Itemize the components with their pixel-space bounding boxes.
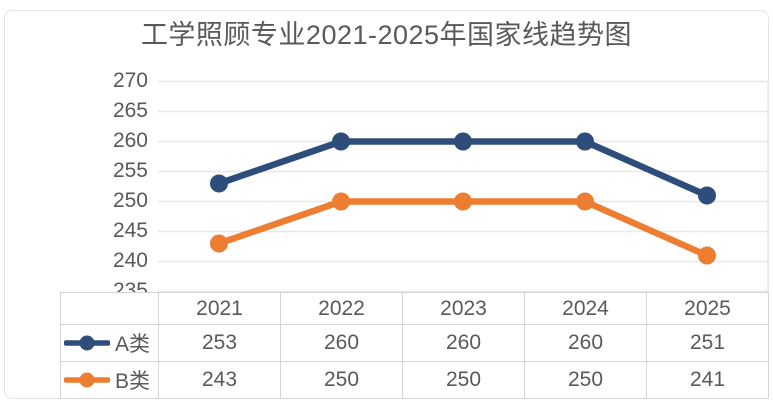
table-row-series-b: B类 243 250 250 250 241 bbox=[60, 361, 769, 399]
data-point bbox=[332, 192, 350, 211]
y-axis-tick-label: 240 bbox=[112, 249, 148, 272]
y-axis-tick-label: 245 bbox=[112, 219, 148, 242]
value-cell: 250 bbox=[280, 361, 403, 399]
data-point bbox=[698, 246, 716, 265]
year-header: 2025 bbox=[646, 292, 769, 325]
value-cell: 260 bbox=[524, 324, 647, 362]
value-cell: 251 bbox=[646, 324, 769, 362]
series-a-marker-icon bbox=[63, 334, 111, 352]
y-axis-tick-label: 250 bbox=[112, 189, 148, 212]
value-cell: 260 bbox=[402, 324, 525, 362]
y-axis-tick-label: 270 bbox=[112, 69, 148, 92]
value-cell: 243 bbox=[158, 361, 281, 399]
chart-title: 工学照顾专业2021-2025年国家线趋势图 bbox=[140, 20, 633, 50]
year-header: 2024 bbox=[524, 292, 647, 325]
y-axis-tick-label: 255 bbox=[112, 159, 148, 182]
value-cell: 253 bbox=[158, 324, 281, 362]
series-b-label: B类 bbox=[115, 370, 151, 393]
year-header: 2021 bbox=[158, 292, 281, 325]
data-table: 2021 2022 2023 2024 2025 A类 253 260 260 … bbox=[60, 292, 769, 399]
data-point bbox=[332, 132, 350, 151]
y-axis-tick-label: 265 bbox=[112, 99, 148, 122]
data-point bbox=[576, 192, 594, 211]
series-b-marker-icon bbox=[63, 371, 111, 389]
value-cell: 250 bbox=[524, 361, 647, 399]
table-header-row: 2021 2022 2023 2024 2025 bbox=[60, 292, 769, 325]
series-a-label: A类 bbox=[115, 333, 151, 356]
data-point bbox=[210, 234, 228, 253]
table-corner-cell bbox=[60, 292, 159, 325]
table-row-series-a: A类 253 260 260 260 251 bbox=[60, 324, 769, 362]
y-axis: 270 265 260 255 250 245 240 235 bbox=[60, 66, 148, 306]
year-header: 2023 bbox=[402, 292, 525, 325]
y-axis-tick-label: 260 bbox=[112, 129, 148, 152]
legend-key-series-b: B类 bbox=[60, 361, 159, 399]
data-point bbox=[576, 132, 594, 151]
value-cell: 250 bbox=[402, 361, 525, 399]
line-plot bbox=[158, 80, 769, 293]
data-point bbox=[210, 174, 228, 193]
legend-key-series-a: A类 bbox=[60, 324, 159, 362]
data-point bbox=[454, 192, 472, 211]
value-cell: 260 bbox=[280, 324, 403, 362]
value-cell: 241 bbox=[646, 361, 769, 399]
data-point bbox=[698, 186, 716, 205]
data-point bbox=[454, 132, 472, 151]
year-header: 2022 bbox=[280, 292, 403, 325]
